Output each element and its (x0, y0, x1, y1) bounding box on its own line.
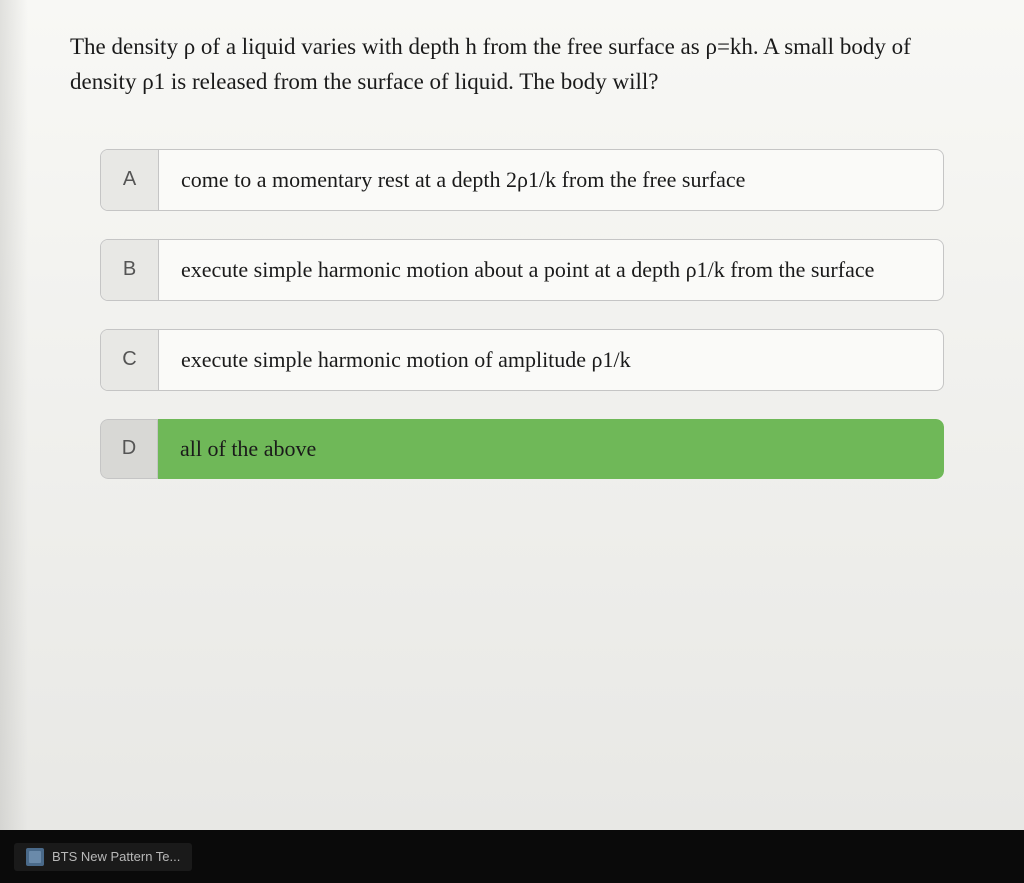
options-container: A come to a momentary rest at a depth 2ρ… (70, 149, 954, 479)
option-a[interactable]: A come to a momentary rest at a depth 2ρ… (100, 149, 944, 211)
option-d[interactable]: D all of the above (100, 419, 944, 479)
option-label-b: B (101, 240, 159, 300)
option-b[interactable]: B execute simple harmonic motion about a… (100, 239, 944, 301)
option-text-b: execute simple harmonic motion about a p… (159, 240, 943, 300)
option-text-a: come to a momentary rest at a depth 2ρ1/… (159, 150, 943, 210)
taskbar: BTS New Pattern Te... (0, 830, 1024, 883)
option-label-c: C (101, 330, 159, 390)
option-text-c: execute simple harmonic motion of amplit… (159, 330, 943, 390)
app-icon (26, 848, 44, 866)
option-label-d: D (100, 419, 158, 479)
taskbar-item-label: BTS New Pattern Te... (52, 849, 180, 864)
taskbar-item[interactable]: BTS New Pattern Te... (14, 843, 192, 871)
option-label-a: A (101, 150, 159, 210)
quiz-screen: The density ρ of a liquid varies with de… (0, 0, 1024, 830)
question-text: The density ρ of a liquid varies with de… (70, 30, 954, 99)
screen-edge-shadow (0, 0, 28, 830)
option-text-d: all of the above (158, 419, 944, 479)
option-c[interactable]: C execute simple harmonic motion of ampl… (100, 329, 944, 391)
